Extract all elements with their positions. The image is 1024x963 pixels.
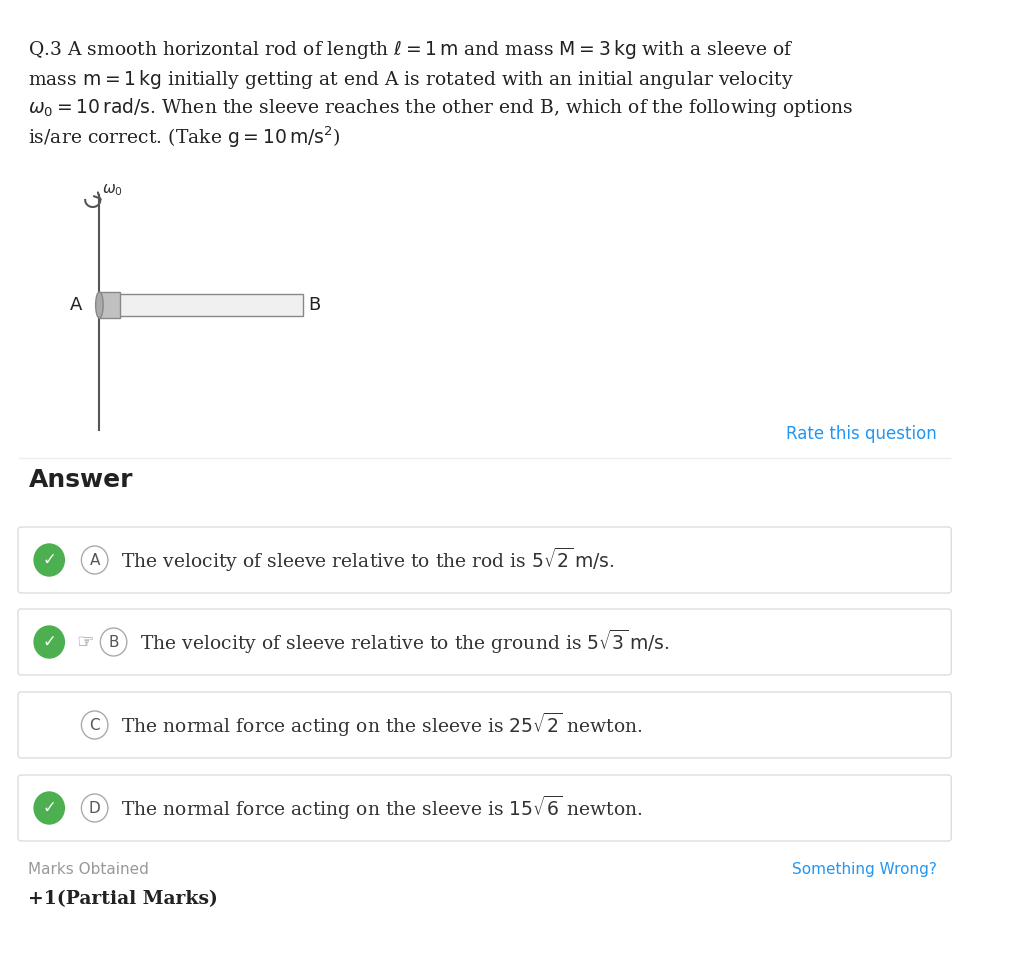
Text: Answer: Answer — [29, 468, 133, 492]
FancyBboxPatch shape — [18, 609, 951, 675]
Text: is/are correct. (Take $\mathrm{g} = 10\,\mathrm{m/s^2}$): is/are correct. (Take $\mathrm{g} = 10\,… — [29, 124, 341, 149]
Text: The velocity of sleeve relative to the ground is $5\sqrt{3}\,\mathrm{m/s}$.: The velocity of sleeve relative to the g… — [140, 628, 670, 656]
Text: ✓: ✓ — [42, 551, 56, 569]
Text: +1(Partial Marks): +1(Partial Marks) — [29, 890, 218, 908]
FancyBboxPatch shape — [99, 294, 303, 316]
Text: B: B — [308, 296, 321, 314]
Text: ☞: ☞ — [77, 633, 94, 652]
Text: Marks Obtained: Marks Obtained — [29, 862, 150, 877]
Text: Something Wrong?: Something Wrong? — [793, 862, 937, 877]
FancyBboxPatch shape — [18, 692, 951, 758]
Text: Q.3 A smooth horizontal rod of length $\ell = 1\,\mathrm{m}$ and mass $\mathrm{M: Q.3 A smooth horizontal rod of length $\… — [29, 38, 794, 61]
Text: B: B — [109, 635, 119, 649]
Circle shape — [100, 628, 127, 656]
Text: $\omega_0 = 10\,\mathrm{rad/s}$. When the sleeve reaches the other end B, which : $\omega_0 = 10\,\mathrm{rad/s}$. When th… — [29, 96, 853, 119]
FancyBboxPatch shape — [99, 292, 120, 318]
Circle shape — [34, 626, 65, 658]
Text: ✓: ✓ — [42, 633, 56, 651]
Text: The normal force acting on the sleeve is $25\sqrt{2}$ newton.: The normal force acting on the sleeve is… — [121, 711, 643, 739]
Text: mass $\mathrm{m} = 1\,\mathrm{kg}$ initially getting at end A is rotated with an: mass $\mathrm{m} = 1\,\mathrm{kg}$ initi… — [29, 68, 794, 91]
Text: A: A — [89, 553, 100, 567]
FancyBboxPatch shape — [18, 775, 951, 841]
Ellipse shape — [95, 292, 103, 318]
FancyBboxPatch shape — [18, 527, 951, 593]
Text: ✓: ✓ — [42, 799, 56, 817]
Text: $\omega_0$: $\omega_0$ — [102, 182, 123, 198]
Text: A: A — [70, 296, 82, 314]
Text: D: D — [89, 800, 100, 816]
Circle shape — [81, 546, 108, 574]
Text: Rate this question: Rate this question — [786, 425, 937, 443]
Text: The normal force acting on the sleeve is $15\sqrt{6}$ newton.: The normal force acting on the sleeve is… — [121, 794, 643, 822]
Circle shape — [34, 792, 65, 824]
Text: C: C — [89, 717, 100, 733]
Circle shape — [81, 711, 108, 739]
Text: The velocity of sleeve relative to the rod is $5\sqrt{2}\,\mathrm{m/s}$.: The velocity of sleeve relative to the r… — [121, 546, 614, 574]
Circle shape — [34, 544, 65, 576]
Circle shape — [81, 794, 108, 822]
